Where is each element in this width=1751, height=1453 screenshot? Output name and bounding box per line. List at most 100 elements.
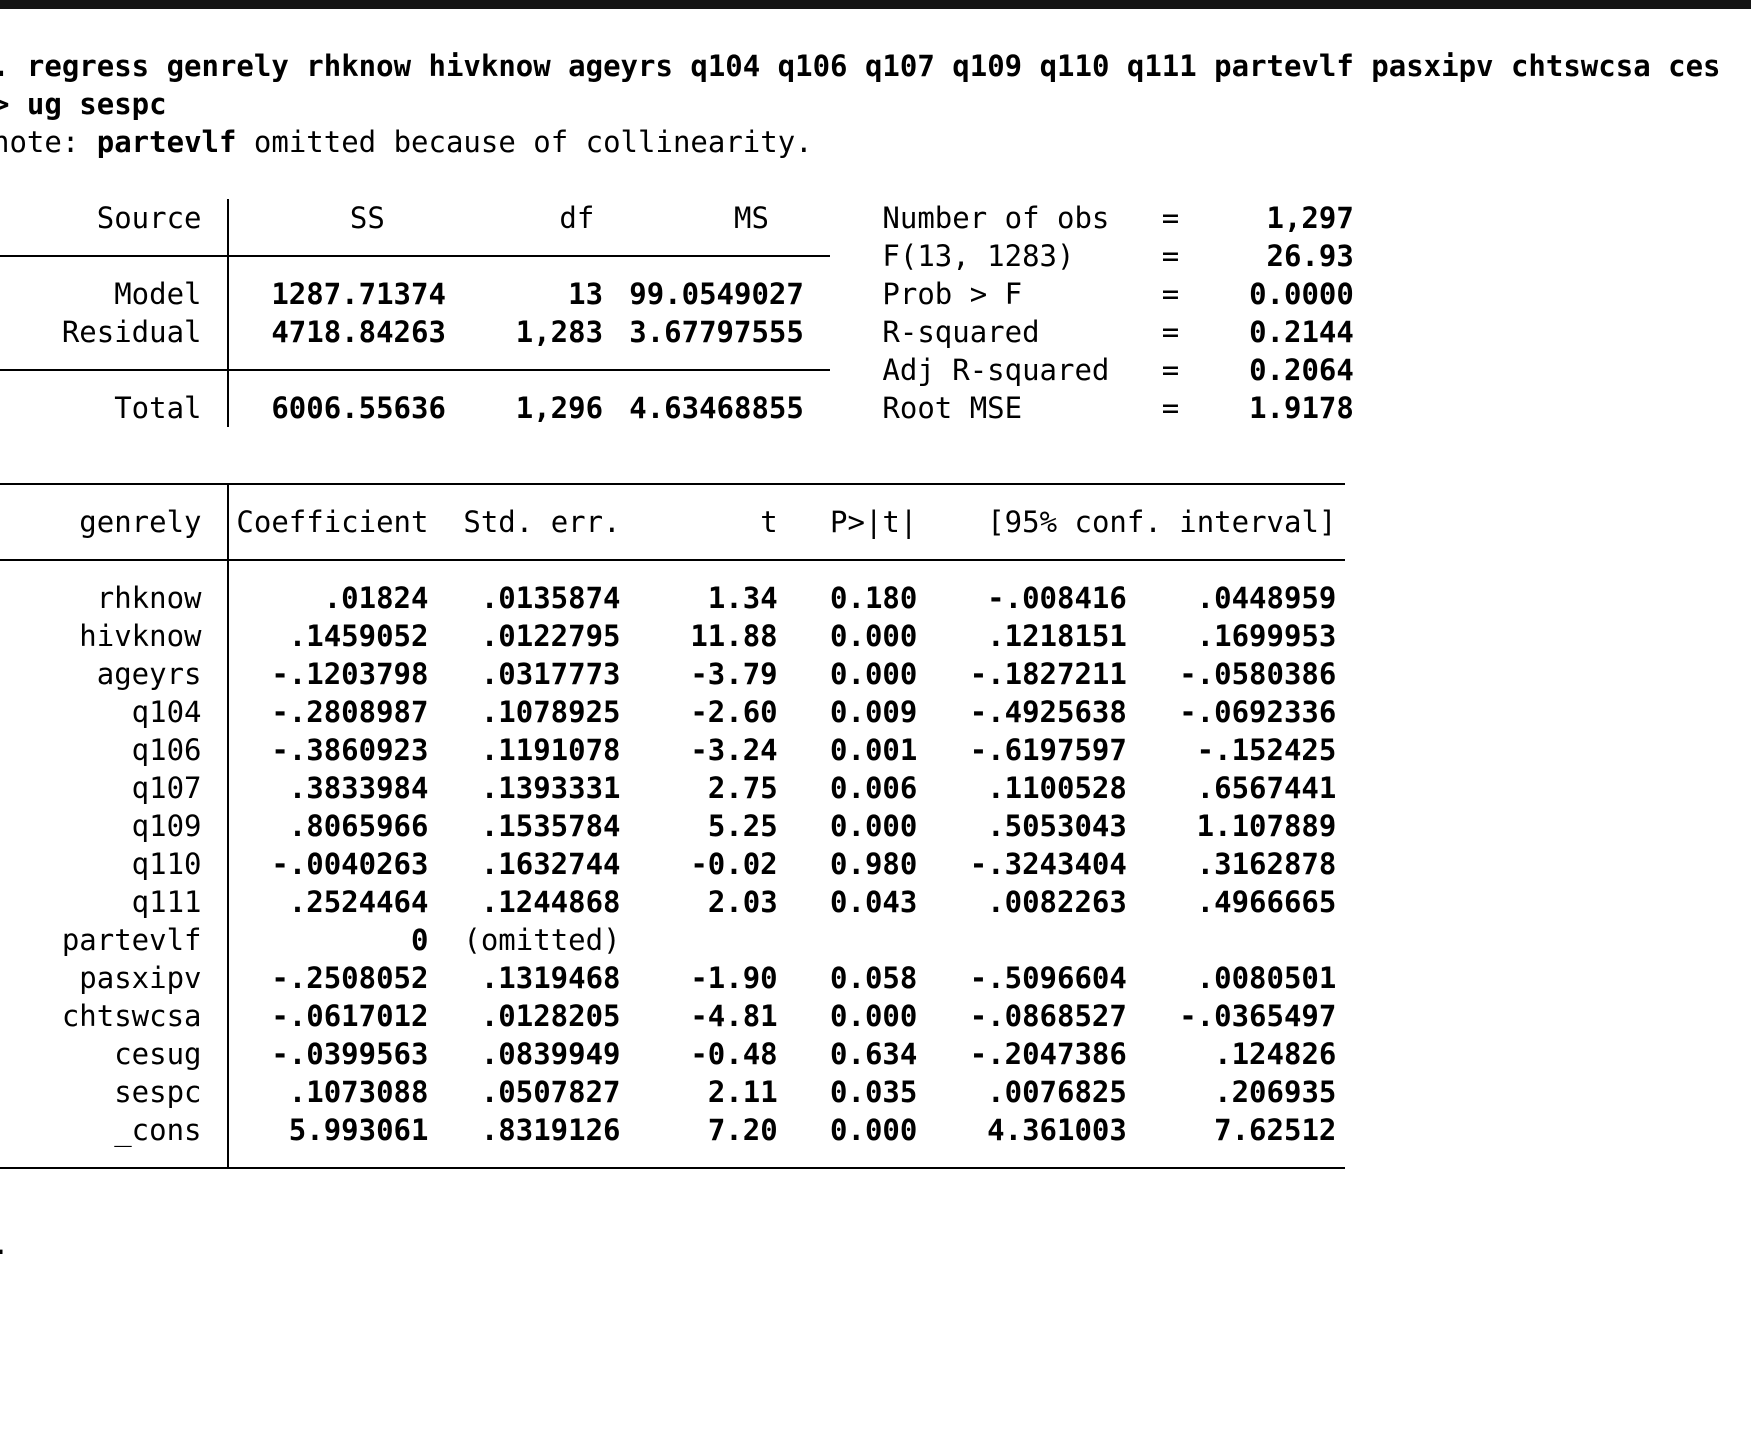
anova-residual-ss: 4718.84263: [271, 315, 446, 349]
prompt-line: .: [0, 1225, 1751, 1263]
coef-t-value: 1.34: [707, 581, 778, 615]
coef-ci-high-value: 7.62512: [1214, 1113, 1337, 1147]
coef-var-label: hivknow: [79, 619, 202, 653]
stat-label-f: F(13, 1283): [882, 239, 1075, 273]
coef-row: q110 -.0040263 .1632744 -0.02 0.980 -.32…: [0, 845, 1751, 883]
coef-row: hivknow .1459052 .0122795 11.88 0.000 .1…: [0, 617, 1751, 655]
coef-ci-high-value: .0080501: [1196, 961, 1337, 995]
coef-stderr-value: .1632744: [480, 847, 621, 881]
coef-stderr-value: .0839949: [480, 1037, 621, 1071]
coef-row: pasxipv -.2508052 .1319468 -1.90 0.058 -…: [0, 959, 1751, 997]
coef-value: .2524464: [288, 885, 429, 919]
spacer-row: [0, 427, 1751, 465]
coef-ci-low-value: 4.361003: [987, 1113, 1127, 1147]
anova-model-label: Model: [114, 277, 202, 311]
coef-t-value: -3.24: [690, 733, 778, 767]
coef-bottom-rule-row: [0, 1149, 1751, 1187]
coefficient-table: genrely Coefficient Std. err. t P>|t| [9…: [0, 465, 1751, 1187]
anova-total-df: 1,296: [515, 391, 604, 425]
coef-var-label: sespc: [114, 1075, 202, 1109]
coef-ci-high-value: .206935: [1214, 1075, 1337, 1109]
coef-vertical-divider: [226, 483, 229, 1169]
coef-var-label: rhknow: [96, 581, 202, 615]
anova-header-row: Source SS df MS Number of obs = 1,297: [0, 199, 1751, 237]
coef-p-header: P>|t|: [830, 505, 918, 539]
coef-stderr-value: .0122795: [480, 619, 621, 653]
coef-ci-high-value: .6567441: [1196, 771, 1337, 805]
coef-t-value: 2.03: [707, 885, 778, 919]
coef-var-label: cesug: [114, 1037, 202, 1071]
coef-header-row: genrely Coefficient Std. err. t P>|t| [9…: [0, 503, 1751, 541]
coef-t-value: 2.75: [707, 771, 778, 805]
coef-stderr-value: .1393331: [480, 771, 621, 805]
coef-ci-high-value: -.0692336: [1179, 695, 1337, 729]
anova-divider-row-2: Adj R-squared = 0.2064: [0, 351, 1751, 389]
coef-value: -.3860923: [271, 733, 429, 767]
note-line: note: partevlf omitted because of collin…: [0, 123, 1751, 161]
coef-ci-header: [95% conf. interval]: [987, 505, 1337, 539]
coef-horizontal-rule-bottom: [0, 1167, 1346, 1169]
coef-ci-low-value: -.5096604: [969, 961, 1127, 995]
coef-p-value: 0.001: [830, 733, 918, 767]
coef-ci-low-value: -.1827211: [969, 657, 1127, 691]
coef-value: -.0617012: [271, 999, 429, 1033]
coef-stderr-value: .0135874: [480, 581, 621, 615]
coef-t-value: 7.20: [707, 1113, 778, 1147]
coef-p-value: 0.000: [830, 809, 918, 843]
coef-var-label: q110: [131, 847, 202, 881]
coef-ci-high-value: -.0365497: [1179, 999, 1337, 1033]
command-line-1: . regress genrely rhknow hivknow ageyrs …: [0, 47, 1751, 85]
coef-ci-low-value: -.2047386: [969, 1037, 1127, 1071]
coef-t-value: 2.11: [707, 1075, 778, 1109]
coef-ci-high-value: .1699953: [1196, 619, 1337, 653]
anova-residual-label: Residual: [61, 315, 202, 349]
anova-model-ms: 99.0549027: [629, 277, 804, 311]
note-prefix: note:: [0, 125, 97, 159]
coef-row: ageyrs -.1203798 .0317773 -3.79 0.000 -.…: [0, 655, 1751, 693]
coef-top-rule-row: [0, 465, 1751, 503]
coef-ci-high-value: [1127, 921, 1337, 959]
anova-horizontal-rule-2: [0, 369, 831, 371]
coef-t-header: t: [760, 505, 778, 539]
coef-var-label: q111: [131, 885, 202, 919]
coef-value: -.2508052: [271, 961, 429, 995]
coef-ci-high-value: .0448959: [1196, 581, 1337, 615]
coef-var-label: q107: [131, 771, 202, 805]
coef-value: 5.993061: [288, 1113, 429, 1147]
coef-ci-low-value: [917, 921, 1127, 959]
coef-var-label: _cons: [114, 1113, 202, 1147]
coef-row: q106 -.3860923 .1191078 -3.24 0.001 -.61…: [0, 731, 1751, 769]
coef-var-label: q109: [131, 809, 202, 843]
note-suffix: omitted because of collinearity.: [236, 125, 813, 159]
coef-depvar-header: genrely: [79, 505, 202, 539]
coef-ci-low-value: .1100528: [987, 771, 1127, 805]
anova-total-ms: 4.63468855: [629, 391, 804, 425]
coef-ci-high-value: .124826: [1214, 1037, 1337, 1071]
command-line-2: > ug sespc: [0, 85, 1751, 123]
coef-value: -.0040263: [271, 847, 429, 881]
coef-t-value: 11.88: [690, 619, 778, 653]
stata-output-area: . regress genrely rhknow hivknow ageyrs …: [0, 9, 1751, 1263]
coef-t-value: -0.48: [690, 1037, 778, 1071]
stat-label-prob-f: Prob > F: [882, 277, 1023, 311]
coef-ci-low-value: .1218151: [987, 619, 1127, 653]
stat-value-r-squared: 0.2144: [1249, 315, 1354, 349]
stat-label-adj-r-squared: Adj R-squared: [882, 353, 1110, 387]
coef-value: .3833984: [288, 771, 429, 805]
coef-t-value: [621, 921, 778, 959]
coef-coefficient-header: Coefficient: [236, 505, 429, 539]
anova-model-row: Model 1287.71374 13 99.0549027 Prob > F …: [0, 275, 1751, 313]
coef-ci-low-value: -.6197597: [969, 733, 1127, 767]
coef-stderr-value: .0128205: [480, 999, 621, 1033]
coef-var-label: chtswcsa: [61, 999, 202, 1033]
coef-ci-high-value: -.0580386: [1179, 657, 1337, 691]
coef-p-value: 0.180: [830, 581, 918, 615]
coef-row: sespc .1073088 .0507827 2.11 0.035 .0076…: [0, 1073, 1751, 1111]
coef-ci-high-value: .4966665: [1196, 885, 1337, 919]
anova-table: Source SS df MS Number of obs = 1,297 F(…: [0, 199, 1751, 427]
anova-model-ss: 1287.71374: [271, 277, 446, 311]
coef-value: -.0399563: [271, 1037, 429, 1071]
anova-residual-row: Residual 4718.84263 1,283 3.67797555 R-s…: [0, 313, 1751, 351]
coef-ci-low-value: .5053043: [987, 809, 1127, 843]
note-variable: partevlf: [96, 125, 237, 159]
